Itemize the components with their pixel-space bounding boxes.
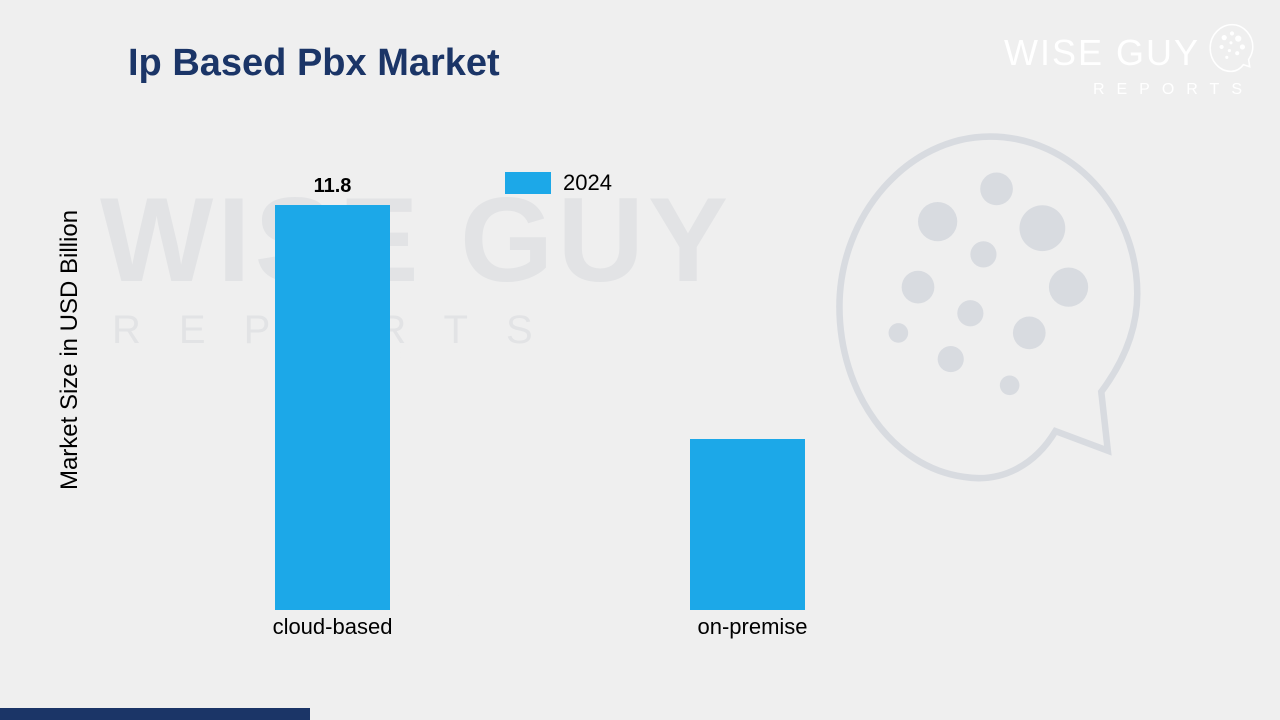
legend-label: 2024 — [563, 170, 612, 196]
legend-swatch — [505, 172, 551, 194]
head-icon — [1206, 22, 1258, 83]
logo-main-text: WISE GUY — [1004, 32, 1200, 74]
x-axis-label: on-premise — [680, 614, 825, 640]
logo-main-row: WISE GUY — [1004, 22, 1258, 83]
chart-canvas: WISE GUY REPORTS Ip Based Pbx Market Mar… — [0, 0, 1280, 720]
bottom-accent-bar — [0, 708, 310, 720]
brand-logo: WISE GUY REPORTS — [1004, 22, 1258, 99]
bar-value-label: 11.8 — [275, 175, 390, 198]
bar-cloud-based: 11.8 — [275, 205, 390, 610]
chart-title: Ip Based Pbx Market — [128, 42, 500, 85]
bar-on-premise — [690, 439, 805, 610]
y-axis-label: Market Size in USD Billion — [56, 210, 84, 490]
legend: 2024 — [505, 170, 612, 196]
x-axis-label: cloud-based — [250, 614, 415, 640]
plot-area: 11.8 cloud-based on-premise — [120, 130, 940, 640]
logo-sub-text: REPORTS — [1004, 81, 1258, 99]
